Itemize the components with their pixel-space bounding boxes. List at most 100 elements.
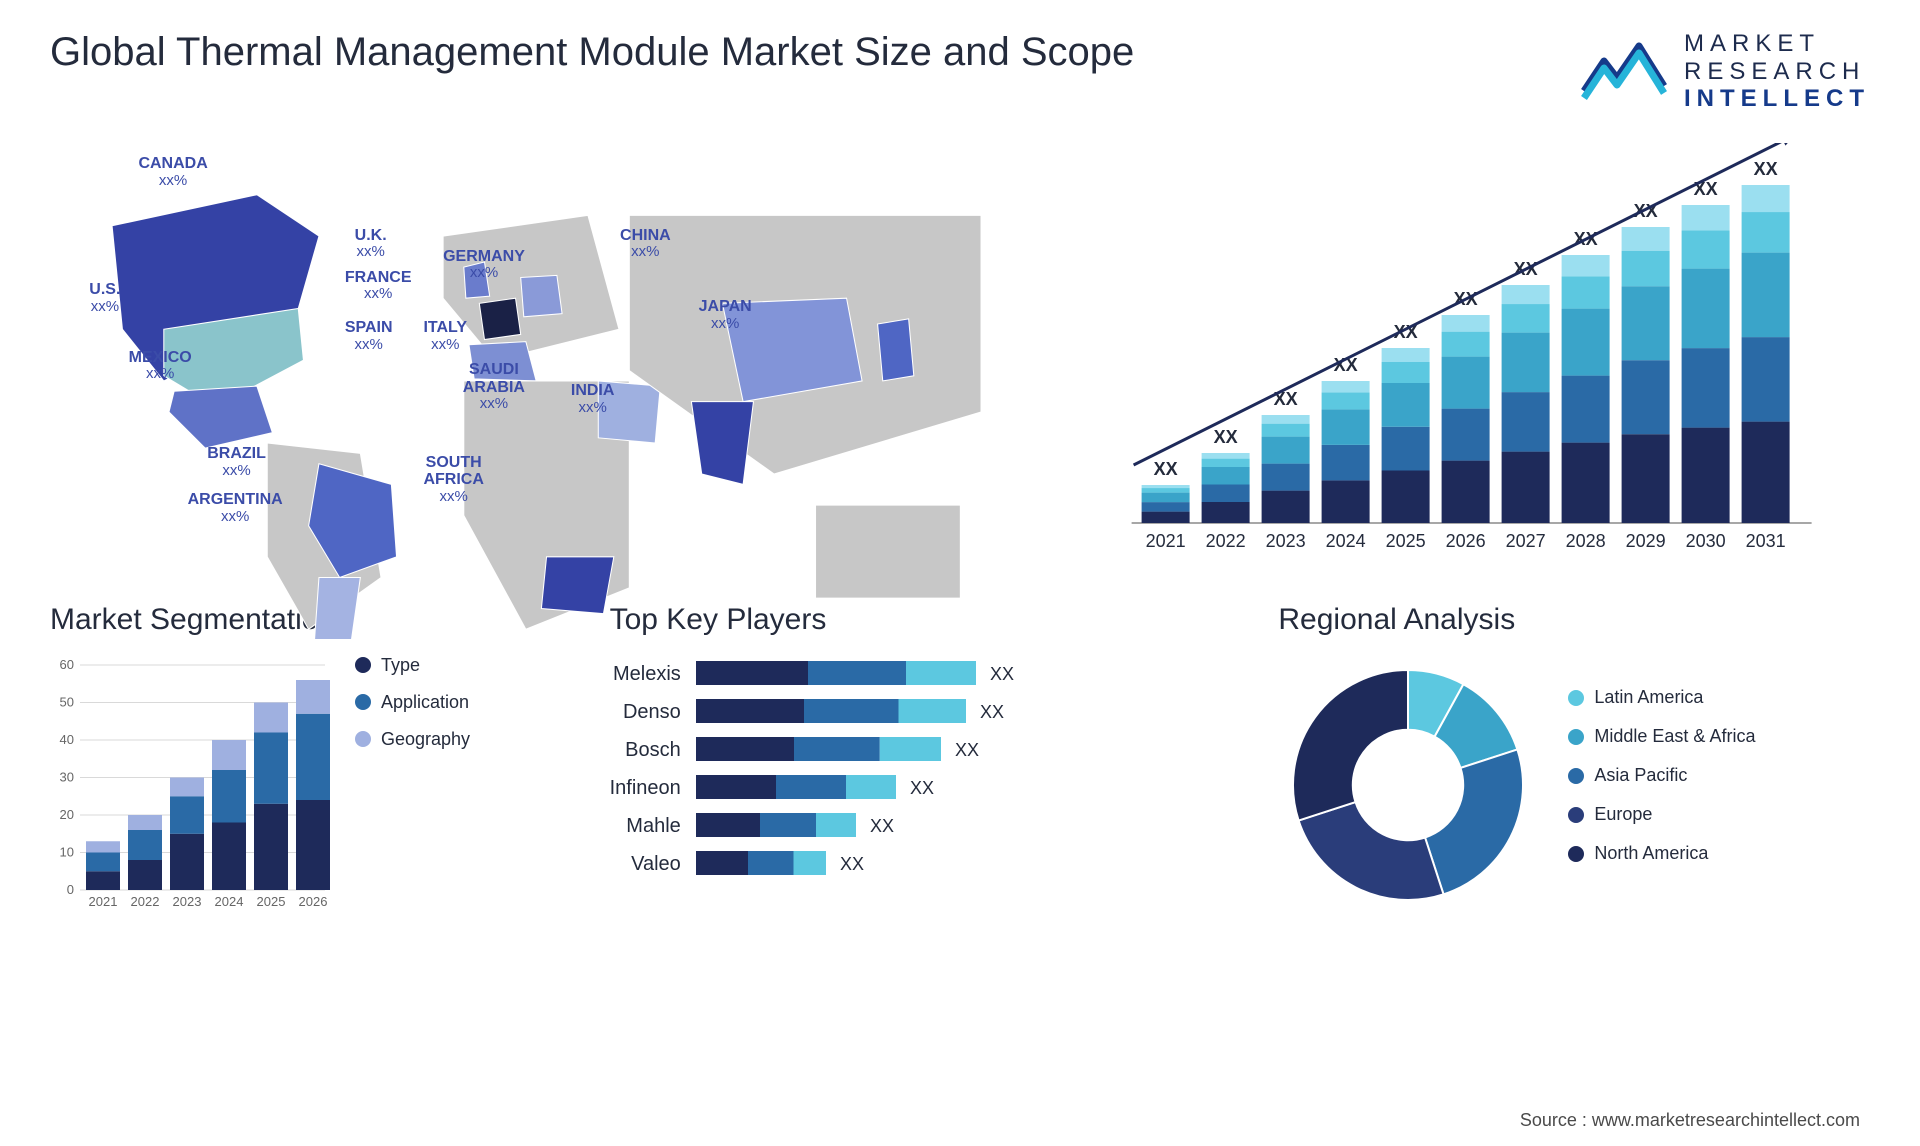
map-label-france: FRANCExx% [345,269,412,303]
regional-legend-item: North America [1568,843,1755,864]
segmentation-section: Market Segmentation 01020304050602021202… [50,603,560,915]
header-row: Global Thermal Management Module Market … [50,30,1870,113]
player-bar-seg [793,851,826,875]
growth-bar-seg [1621,286,1669,360]
growth-bar-seg [1621,360,1669,434]
growth-bar-seg [1201,458,1249,466]
player-value: XX [910,778,934,798]
player-bar-seg [846,775,896,799]
growth-bar-seg [1321,445,1369,481]
regional-legend: Latin America Middle East & Africa Asia Pa… [1568,687,1755,882]
growth-bar-seg [1381,383,1429,427]
player-bar-seg [808,661,906,685]
player-bar-seg [898,699,966,723]
seg-legend-label: Geography [381,729,470,750]
map-region-mexico [169,386,272,448]
seg-legend-label: Application [381,692,469,713]
growth-svg: XX2021XX2022XX2023XX2024XX2025XX2026XX20… [1073,143,1870,563]
growth-xtick: 2025 [1385,531,1425,551]
growth-bar-seg [1681,268,1729,348]
logo-line1: MARKET [1684,30,1870,58]
growth-bar-seg [1561,276,1609,308]
seg-bar-seg [212,740,246,770]
player-name: Mahle [610,807,681,845]
map-region-japan [878,319,914,381]
growth-bar-seg [1201,467,1249,485]
brand-logo: MARKET RESEARCH INTELLECT [1579,30,1870,113]
swatch-icon [1568,729,1584,745]
seg-xtick: 2024 [215,894,244,909]
player-bar-seg [906,661,976,685]
growth-xtick: 2026 [1445,531,1485,551]
growth-bar-seg [1321,392,1369,409]
regional-legend-item: Europe [1568,804,1755,825]
segmentation-legend: Type Application Geography [355,655,470,766]
swatch-icon [1568,807,1584,823]
growth-bar-seg [1561,375,1609,442]
growth-bar-seg [1441,331,1489,356]
logo-icon [1579,36,1669,106]
growth-bar-seg [1741,185,1789,212]
player-value: XX [990,664,1014,684]
seg-xtick: 2026 [299,894,328,909]
player-bar-seg [696,661,808,685]
map-label-u-k-: U.K.xx% [355,227,387,261]
growth-bar-seg [1621,250,1669,286]
map-svg [50,143,1033,640]
growth-bar-seg [1321,381,1369,392]
growth-bar-seg [1261,463,1309,490]
donut-slice [1299,802,1444,900]
seg-bar-seg [254,804,288,890]
player-bar-seg [696,813,760,837]
regional-title: Regional Analysis [1278,603,1870,637]
seg-xtick: 2025 [257,894,286,909]
growth-bar-seg [1501,332,1549,392]
growth-bar-seg [1381,362,1429,383]
seg-legend-item: Type [355,655,470,676]
swatch-icon [1568,846,1584,862]
player-bar-seg [696,699,804,723]
player-bar-seg [696,851,748,875]
regional-legend-item: Latin America [1568,687,1755,708]
regional-legend-label: Middle East & Africa [1594,726,1755,747]
growth-bar-seg [1741,421,1789,522]
growth-bar-seg [1321,409,1369,445]
swatch-icon [1568,768,1584,784]
players-labels: MelexisDensoBoschInfineonMahleValeo [610,655,681,883]
swatch-icon [355,694,371,710]
growth-bar-label: XX [1213,427,1237,447]
growth-bar-seg [1201,453,1249,459]
map-label-argentina: ARGENTINAxx% [188,491,283,525]
growth-bar-label: XX [1153,459,1177,479]
player-name: Melexis [610,655,681,693]
regional-legend-label: Europe [1594,804,1652,825]
growth-bar-seg [1741,337,1789,422]
svg-text:60: 60 [60,657,74,672]
row-2: Market Segmentation 01020304050602021202… [50,603,1870,915]
growth-bar-seg [1141,511,1189,522]
growth-xtick: 2029 [1625,531,1665,551]
growth-bar-seg [1321,480,1369,523]
seg-bar-seg [296,680,330,714]
growth-bar-seg [1501,451,1549,522]
regional-legend-item: Asia Pacific [1568,765,1755,786]
seg-bar-seg [212,770,246,823]
seg-bar-seg [254,702,288,732]
map-label-india: INDIAxx% [571,382,615,416]
map-label-spain: SPAINxx% [345,319,393,353]
regional-legend-label: Latin America [1594,687,1703,708]
seg-bar-seg [170,834,204,890]
map-label-south-africa: SOUTHAFRICAxx% [423,454,483,506]
regional-legend-label: Asia Pacific [1594,765,1687,786]
players-section: Top Key Players MelexisDensoBoschInfineo… [610,603,1229,915]
player-bar-seg [804,699,899,723]
growth-bar-seg [1201,502,1249,523]
growth-bar-seg [1441,315,1489,332]
growth-bar-seg [1261,436,1309,463]
swatch-icon [1568,690,1584,706]
map-label-brazil: BRAZILxx% [207,445,266,479]
seg-bar-seg [128,815,162,830]
segmentation-chart: 0102030405060202120222023202420252026 [50,655,330,915]
regional-legend-label: North America [1594,843,1708,864]
map-label-saudi-arabia: SAUDIARABIAxx% [463,361,525,413]
